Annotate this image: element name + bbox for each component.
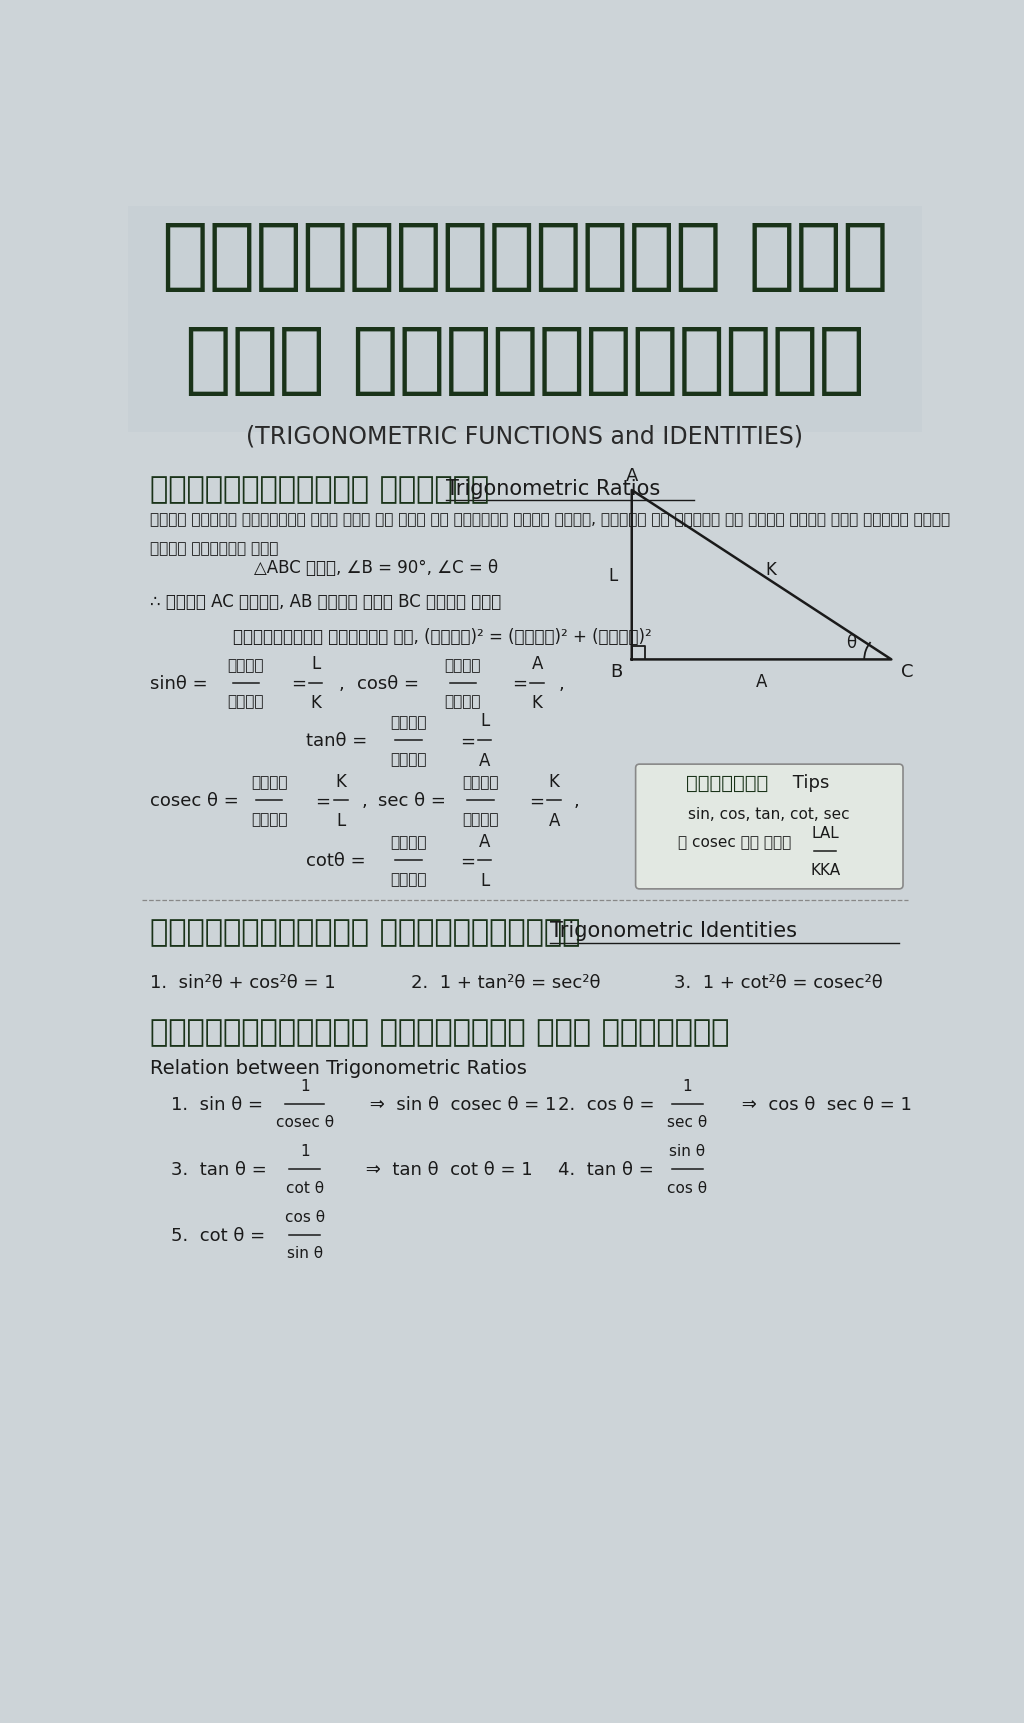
Text: K: K [336,772,346,791]
Text: कर्ण: कर्ण [251,775,288,791]
Text: लम्ब: लम्ब [227,658,264,672]
Text: θ: θ [846,634,856,651]
Text: sinθ =: sinθ = [150,674,207,693]
Text: स्मरणीय: स्मरणीय [685,774,768,793]
Text: Tips: Tips [786,774,829,791]
Text: cotθ =: cotθ = [306,851,366,870]
FancyBboxPatch shape [636,765,903,889]
Text: ⇒  cos θ  sec θ = 1: ⇒ cos θ sec θ = 1 [736,1096,912,1113]
Text: 4.  tan θ =: 4. tan θ = [558,1161,654,1179]
Text: L: L [311,655,321,672]
Text: 1: 1 [300,1144,309,1158]
Text: △ABC में, ∠B = 90°, ∠C = θ: △ABC में, ∠B = 90°, ∠C = θ [254,558,498,577]
Text: ⇒  sin θ  cosec θ = 1: ⇒ sin θ cosec θ = 1 [365,1096,557,1113]
Text: L: L [337,812,346,829]
Text: K: K [531,694,543,712]
Text: व cosec के लिए: व cosec के लिए [678,834,792,849]
Text: =: = [529,793,545,810]
Text: L: L [480,712,489,731]
Text: tanθ =: tanθ = [306,732,368,750]
Text: लम्ब: लम्ब [390,872,427,887]
Text: एवं सर्वसमिकाएँ: एवं सर्वसमिकाएँ [185,322,864,398]
Text: =: = [460,732,475,750]
Text: कर्ण: कर्ण [444,694,481,708]
Text: A: A [531,655,543,672]
Text: K: K [549,772,560,791]
Text: त्रिकोणमितीय सर्वसमिकाएँ: त्रिकोणमितीय सर्वसमिकाएँ [150,918,580,948]
Text: cosθ =: cosθ = [356,674,419,693]
Text: कर्ण: कर्ण [227,694,264,708]
Text: K: K [765,560,776,579]
Text: 2.  cos θ =: 2. cos θ = [558,1096,654,1113]
Text: आधार: आधार [463,812,499,827]
Text: आधार: आधार [390,836,427,849]
Text: ,: , [339,674,344,693]
Text: A: A [549,812,560,829]
Text: LAL: LAL [811,825,839,841]
Text: ,: , [558,674,564,693]
Text: C: C [901,663,913,681]
Text: sin θ: sin θ [670,1144,706,1158]
Text: ⇒  tan θ  cot θ = 1: ⇒ tan θ cot θ = 1 [360,1161,534,1179]
Text: Trigonometric Identities: Trigonometric Identities [550,920,798,941]
Text: Relation between Trigonometric Ratios: Relation between Trigonometric Ratios [150,1058,526,1077]
Text: 3.  tan θ =: 3. tan θ = [171,1161,266,1179]
Text: cos θ: cos θ [285,1210,325,1223]
Text: 1.  sin²θ + cos²θ = 1: 1. sin²θ + cos²θ = 1 [150,973,335,991]
Text: 1.  sin θ =: 1. sin θ = [171,1096,262,1113]
Text: =: = [315,793,331,810]
Text: 2.  1 + tan²θ = sec²θ: 2. 1 + tan²θ = sec²θ [411,973,600,991]
Text: 5.  cot θ =: 5. cot θ = [171,1225,265,1244]
Text: आधार: आधार [444,658,481,672]
Text: Trigonometric Ratios: Trigonometric Ratios [445,479,660,500]
Text: sin, cos, tan, cot, sec: sin, cos, tan, cot, sec [688,806,850,822]
Text: K: K [310,694,321,712]
Text: ,: , [362,793,368,810]
Text: त्रिकोणमितीय अनुपातों में सम्बन्ध: त्रिकोणमितीय अनुपातों में सम्बन्ध [150,1018,729,1048]
Text: L: L [480,872,489,889]
Text: लम्ब: लम्ब [251,812,288,827]
Text: 1: 1 [683,1079,692,1094]
Text: A: A [479,832,490,849]
Text: 3.  1 + cot²θ = cosec²θ: 3. 1 + cot²θ = cosec²θ [675,973,883,991]
Text: =: = [512,674,526,693]
Text: KKA: KKA [810,863,840,877]
Text: A: A [626,467,638,484]
Text: cosec θ =: cosec θ = [150,793,239,810]
Text: sec θ =: sec θ = [378,793,445,810]
Text: B: B [610,663,623,681]
Text: 1: 1 [300,1079,309,1094]
Text: त्रिकोणमितीय फलन: त्रिकोणमितीय फलन [162,217,888,293]
Text: A: A [756,674,767,691]
Text: त्रिकोणमितीय अनुपात: त्रिकोणमितीय अनुपात [150,476,488,505]
Text: ∴ भुजा AC कर्ण, AB लम्ब तथा BC आधार है।: ∴ भुजा AC कर्ण, AB लम्ब तथा BC आधार है। [150,593,501,610]
Text: sec θ: sec θ [668,1115,708,1130]
FancyBboxPatch shape [128,207,922,432]
Text: sin θ: sin θ [287,1246,323,1261]
Text: A: A [479,751,490,770]
Text: L: L [608,567,617,584]
Text: ,: , [573,793,580,810]
Text: पाइथागोरस प्रमेय से, (कर्ण)² = (लम्ब)² + (आधार)²: पाइथागोरस प्रमेय से, (कर्ण)² = (लम्ब)² +… [232,627,651,646]
Text: (TRIGONOMETRIC FUNCTIONS and IDENTITIES): (TRIGONOMETRIC FUNCTIONS and IDENTITIES) [247,424,803,448]
Text: किसी समकोण त्रिभुज में दिए गए कोण की सम्मुख भुजा लम्ब, समकोण के सामने की भुजा कर: किसी समकोण त्रिभुज में दिए गए कोण की सम्… [150,512,950,527]
Text: cos θ: cos θ [668,1180,708,1196]
Text: cosec θ: cosec θ [275,1115,334,1130]
Text: cot θ: cot θ [286,1180,324,1196]
Text: =: = [460,851,475,870]
Text: कर्ण: कर्ण [463,775,499,791]
Text: आधार: आधार [390,751,427,767]
Text: =: = [291,674,306,693]
Text: लम्ब: लम्ब [390,715,427,731]
Text: आधार कहलाती है।: आधार कहलाती है। [150,541,279,557]
